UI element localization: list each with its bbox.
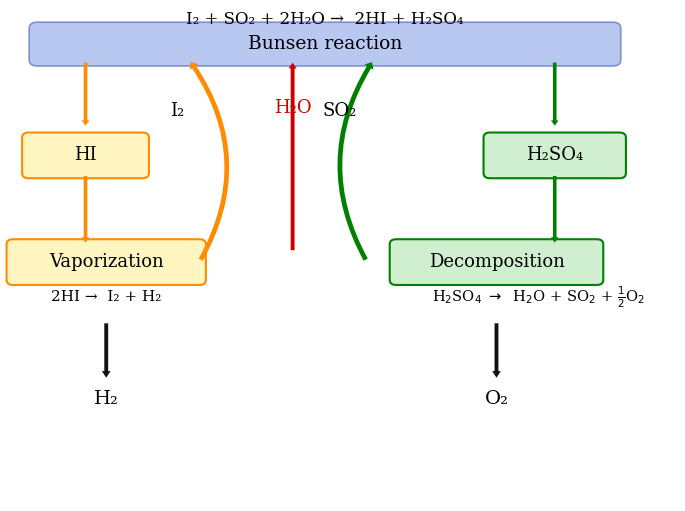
Text: H$_2$SO$_4$ $\rightarrow$  H$_2$O + SO$_2$ + $\frac{1}{2}$O$_2$: H$_2$SO$_4$ $\rightarrow$ H$_2$O + SO$_2…	[432, 285, 645, 310]
FancyBboxPatch shape	[390, 239, 603, 285]
Text: I₂: I₂	[171, 102, 184, 120]
FancyBboxPatch shape	[7, 239, 206, 285]
Text: H₂SO₄: H₂SO₄	[526, 146, 584, 165]
FancyBboxPatch shape	[484, 132, 626, 178]
Text: H₂O: H₂O	[274, 99, 312, 117]
Text: O₂: O₂	[484, 390, 508, 408]
Text: HI: HI	[74, 146, 97, 165]
Text: SO₂: SO₂	[322, 102, 356, 120]
Text: H₂: H₂	[94, 390, 119, 408]
Text: I₂ + SO₂ + 2H₂O →  2HI + H₂SO₄: I₂ + SO₂ + 2H₂O → 2HI + H₂SO₄	[186, 11, 464, 28]
Text: Vaporization: Vaporization	[49, 253, 164, 271]
FancyBboxPatch shape	[29, 22, 621, 66]
Text: 2HI →  I₂ + H₂: 2HI → I₂ + H₂	[51, 290, 162, 304]
Text: Decomposition: Decomposition	[429, 253, 564, 271]
FancyBboxPatch shape	[22, 132, 149, 178]
Text: Bunsen reaction: Bunsen reaction	[248, 35, 402, 53]
